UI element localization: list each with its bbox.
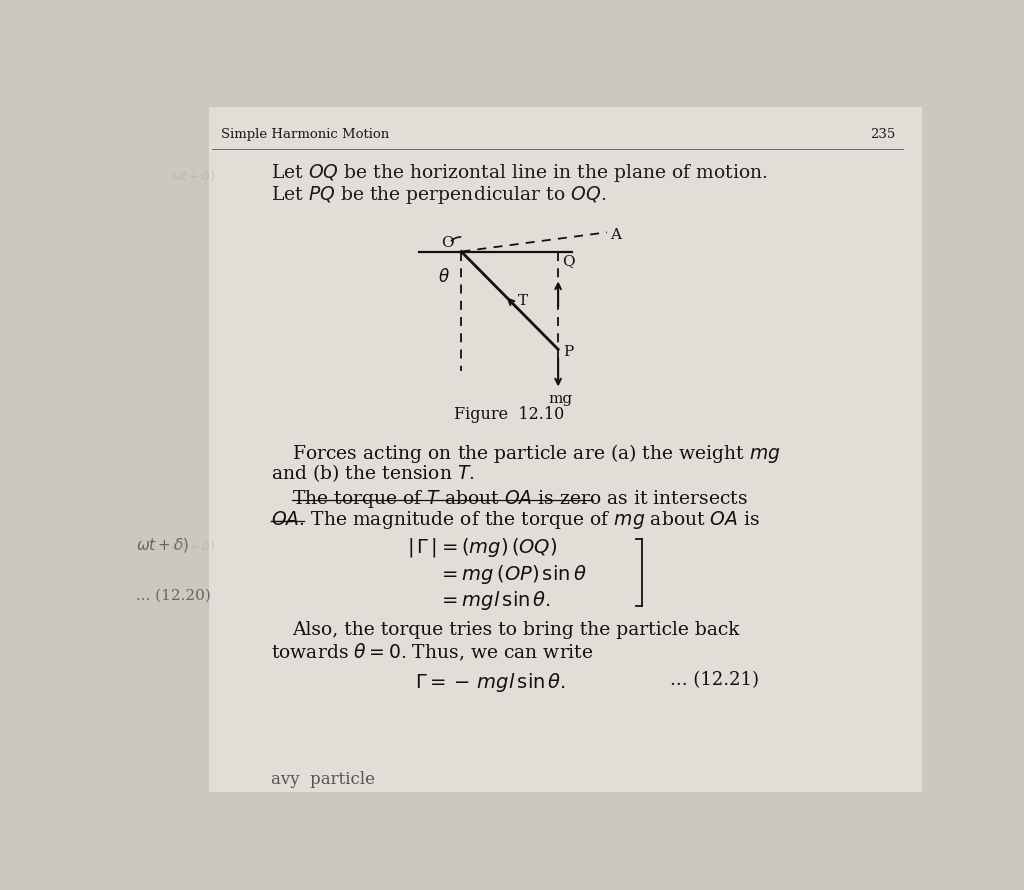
Text: towards $\theta = 0$. Thus, we can write: towards $\theta = 0$. Thus, we can write — [271, 642, 594, 663]
Text: O: O — [441, 236, 454, 250]
Text: T: T — [517, 295, 527, 308]
FancyBboxPatch shape — [209, 107, 922, 792]
Text: The torque of $T$ about $OA$ is zero as it intersects: The torque of $T$ about $OA$ is zero as … — [292, 488, 749, 510]
Text: $\omega t + \delta)$: $\omega t + \delta)$ — [171, 538, 215, 553]
Text: ... (12.20): ... (12.20) — [136, 589, 211, 603]
Text: Let $PQ$ be the perpendicular to $OQ$.: Let $PQ$ be the perpendicular to $OQ$. — [271, 184, 606, 206]
Text: $= mgl\,\sin\theta.$: $= mgl\,\sin\theta.$ — [438, 589, 551, 611]
Text: Forces acting on the particle are (a) the weight $mg$: Forces acting on the particle are (a) th… — [292, 441, 781, 465]
Text: $\omega t + \delta)$: $\omega t + \delta)$ — [171, 168, 215, 183]
Text: avy  particle: avy particle — [271, 771, 376, 788]
Text: $\Gamma = -\,mgl\,\sin\theta.$: $\Gamma = -\,mgl\,\sin\theta.$ — [415, 671, 566, 694]
Text: $\theta$: $\theta$ — [438, 269, 450, 287]
Text: $\omega t + \delta)$: $\omega t + \delta)$ — [136, 537, 189, 554]
Text: Simple Harmonic Motion: Simple Harmonic Motion — [221, 128, 389, 142]
Text: $= mg\,(OP)\,\sin\theta$: $= mg\,(OP)\,\sin\theta$ — [438, 562, 587, 586]
Text: $OA$. The magnitude of the torque of $mg$ about $OA$ is: $OA$. The magnitude of the torque of $mg… — [271, 509, 761, 530]
Text: Also, the torque tries to bring the particle back: Also, the torque tries to bring the part… — [292, 621, 739, 639]
Text: $|\,\Gamma\,| = (mg)\,(OQ)$: $|\,\Gamma\,| = (mg)\,(OQ)$ — [407, 537, 557, 560]
Text: Let $OQ$ be the horizontal line in the plane of motion.: Let $OQ$ be the horizontal line in the p… — [271, 162, 768, 184]
Text: Figure  12.10: Figure 12.10 — [455, 406, 564, 423]
Text: and (b) the tension $T$.: and (b) the tension $T$. — [271, 463, 475, 484]
Text: mg: mg — [548, 392, 572, 406]
Text: ... (12.21): ... (12.21) — [671, 671, 760, 689]
Text: A: A — [610, 228, 621, 242]
Text: P: P — [563, 344, 573, 359]
Text: 235: 235 — [870, 128, 895, 142]
Text: Q: Q — [562, 254, 574, 268]
